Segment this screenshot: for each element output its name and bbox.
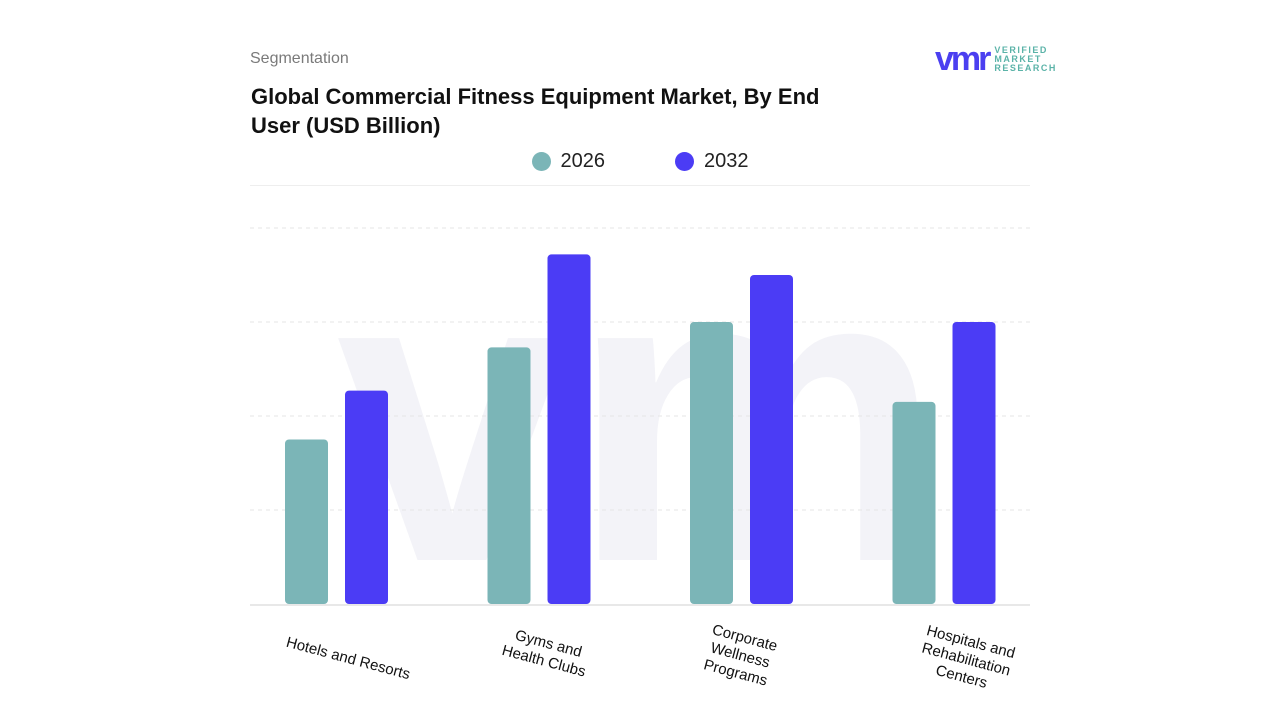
bar-2032-3	[952, 322, 996, 604]
chart-title: Global Commercial Fitness Equipment Mark…	[251, 84, 820, 138]
legend: 2026 2032	[0, 150, 1280, 173]
logo-line2: MARKET	[994, 53, 1042, 64]
legend-label: 2026	[560, 150, 606, 172]
logo-mark: vmr	[935, 40, 991, 78]
logo-line1: VERIFIED	[994, 44, 1048, 55]
legend-dot-2032	[675, 152, 694, 171]
legend-label: 2032	[704, 150, 749, 172]
vmr-logo: vmr VERIFIED MARKET RESEARCH	[935, 40, 1057, 78]
bar-2032-0	[345, 390, 388, 604]
bar-2026-2	[690, 322, 733, 604]
bar-2026-1	[487, 347, 531, 604]
logo-line3: RESEARCH	[994, 62, 1057, 73]
divider	[250, 185, 1030, 186]
legend-item-2032: 2032	[675, 150, 749, 173]
bar-2026-3	[892, 401, 936, 604]
section-label: Segmentation	[250, 50, 349, 67]
bar-2032-2	[750, 275, 793, 604]
legend-dot-2026	[531, 152, 551, 171]
bar-2032-1	[547, 254, 591, 604]
legend-item-2026: 2026	[531, 150, 606, 173]
bar-2026-0	[285, 439, 328, 604]
